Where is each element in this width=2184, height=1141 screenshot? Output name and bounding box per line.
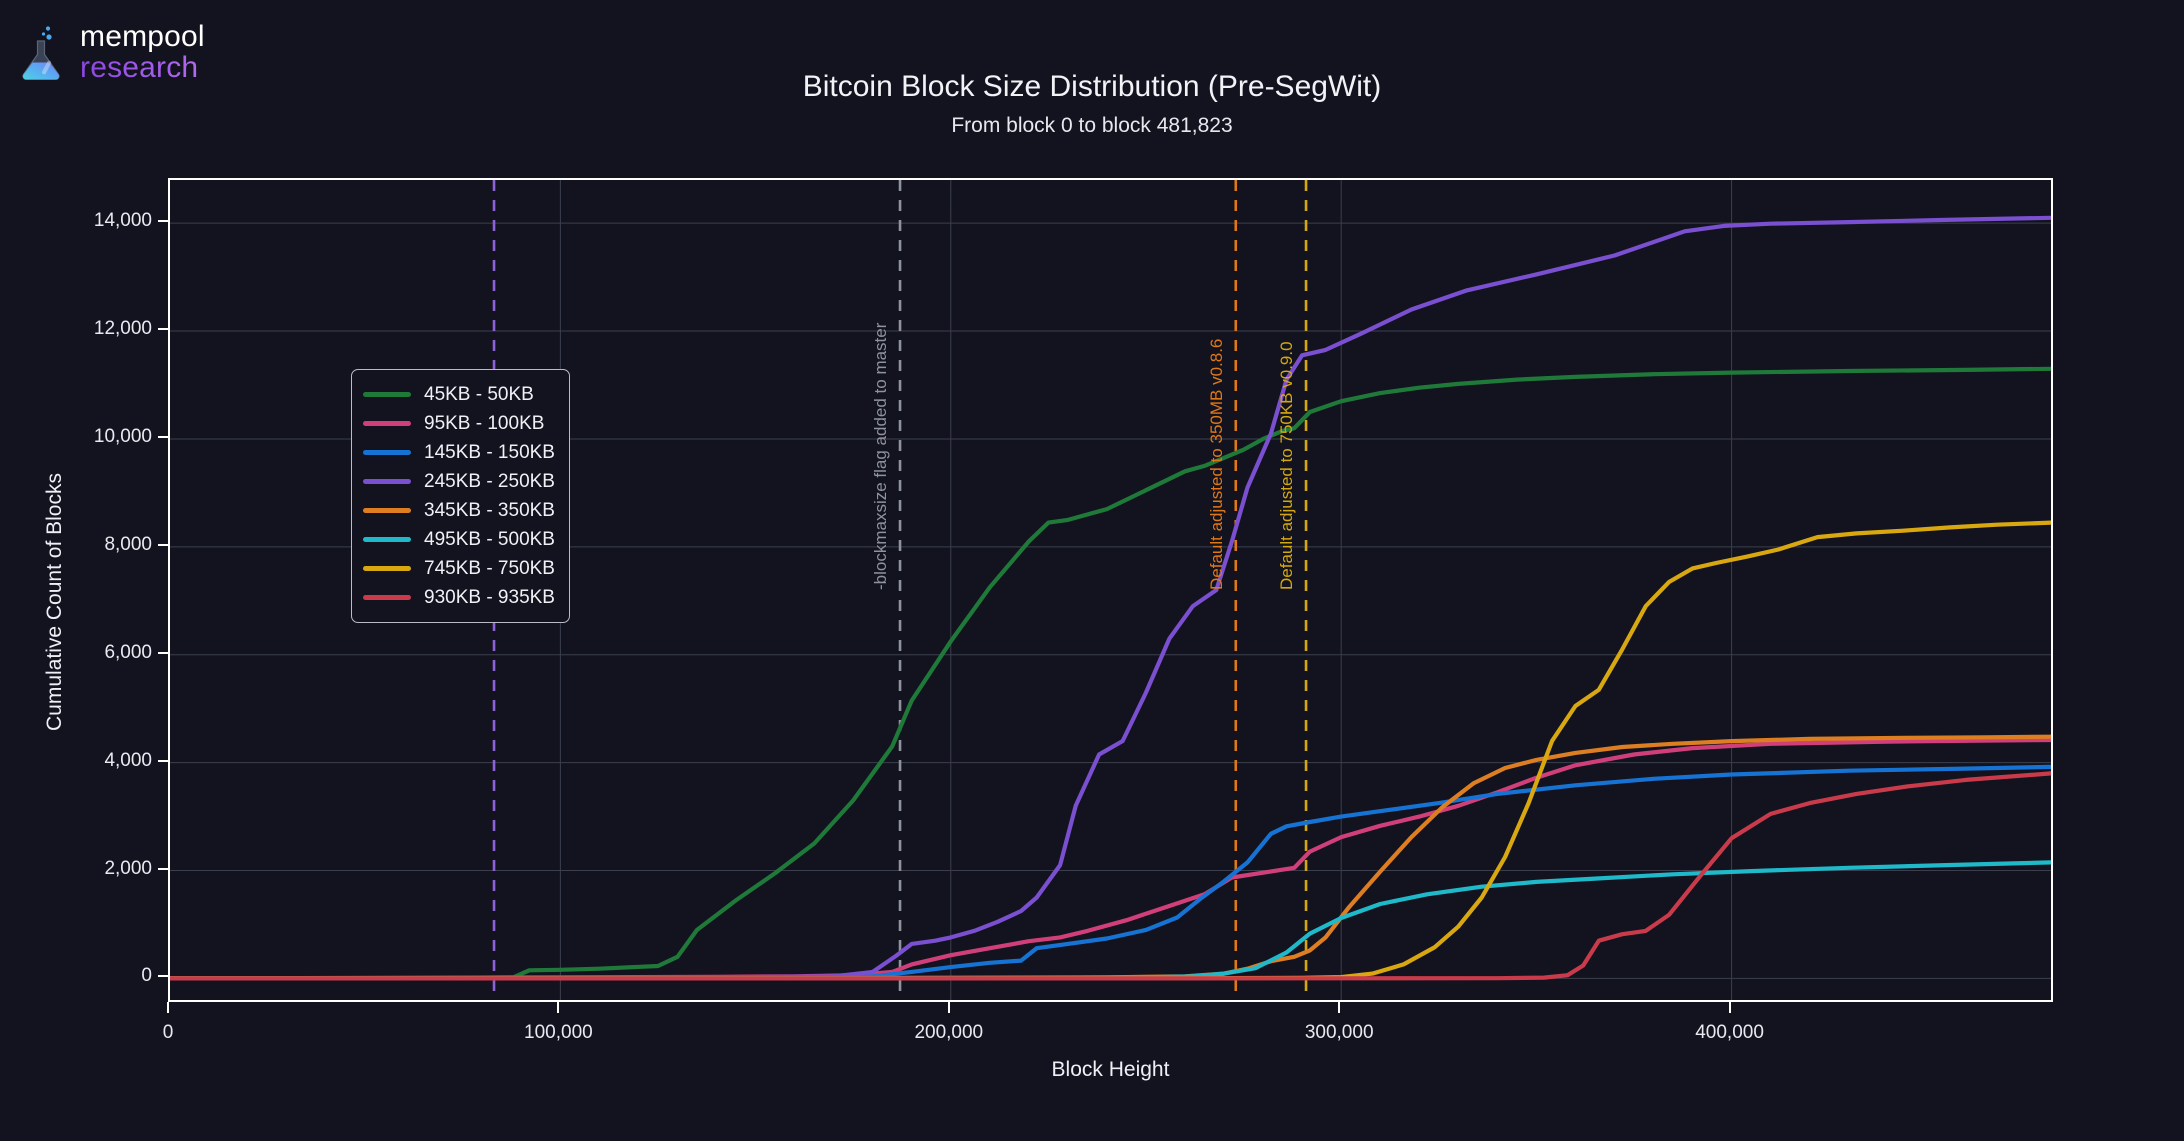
y-axis-tick-mark [158, 975, 168, 978]
brand-name-mempool: mempool [80, 20, 205, 53]
plot-area: Default set to 250KB v0.3.13-blockmaxsiz… [168, 178, 2053, 1002]
series-line [170, 764, 2051, 981]
x-axis-tick-label: 100,000 [524, 1022, 593, 1043]
legend-item[interactable]: 345KB - 350KB [363, 496, 555, 525]
legend-item[interactable]: 495KB - 500KB [363, 525, 555, 554]
flask-icon [22, 25, 60, 80]
legend-item-label: 930KB - 935KB [424, 586, 555, 608]
mempool-research-logo: mempool research [18, 20, 205, 84]
y-axis-tick-label: 14,000 [93, 210, 152, 232]
legend-item[interactable]: 930KB - 935KB [363, 583, 555, 612]
legend-color-swatch [363, 450, 411, 455]
x-axis-tick-mark [947, 1002, 950, 1013]
y-axis-tick-mark [158, 220, 168, 223]
series-line [170, 737, 2051, 981]
x-axis-tick-label: 300,000 [1304, 1022, 1374, 1043]
series-line [170, 366, 2051, 981]
x-axis-label: Block Height [1051, 1058, 1170, 1081]
legend-item-label: 95KB - 100KB [424, 412, 545, 434]
y-axis-tick-mark [158, 543, 168, 546]
legend-color-swatch [363, 537, 411, 542]
series-line [170, 520, 2051, 981]
page-subtitle: From block 0 to block 481,823 [951, 114, 1233, 137]
y-axis-tick-mark [158, 651, 168, 654]
legend-color-swatch [363, 392, 411, 397]
legend-color-swatch [363, 421, 411, 426]
legend-item-label: 245KB - 250KB [424, 470, 555, 492]
brand-wordmark: mempool research [80, 20, 205, 84]
y-axis-tick-mark [158, 759, 168, 762]
x-axis-tick-mark [167, 1002, 169, 1013]
x-axis-tick-label: 0 [162, 1022, 174, 1043]
page-title: Bitcoin Block Size Distribution (Pre-Seg… [802, 70, 1382, 103]
x-axis-tick-mark [1728, 1002, 1731, 1013]
brand-name-research: research [80, 52, 205, 84]
y-axis-tick-label: 2,000 [104, 857, 152, 879]
legend-item[interactable]: 145KB - 150KB [363, 438, 555, 467]
legend-item-label: 345KB - 350KB [424, 499, 555, 521]
y-axis-tick-mark [158, 867, 168, 870]
legend-item-label: 745KB - 750KB [424, 557, 555, 579]
legend-color-swatch [363, 595, 411, 600]
legend-color-swatch [363, 566, 411, 571]
legend-item[interactable]: 45KB - 50KB [363, 380, 555, 409]
y-axis-tick-label: 6,000 [104, 641, 152, 663]
x-axis-tick-label: 200,000 [914, 1022, 984, 1043]
y-axis-tick-label: 12,000 [93, 318, 152, 340]
annotation-lines [492, 180, 1308, 1000]
plot-svg [170, 180, 2051, 1000]
y-axis-label: Cumulative Count of Blocks [43, 473, 66, 731]
series-line [170, 771, 2051, 981]
legend-color-swatch [363, 508, 411, 513]
y-axis-tick-label: 8,000 [104, 533, 152, 555]
legend-item-label: 145KB - 150KB [424, 441, 555, 463]
y-axis-tick-mark [158, 328, 168, 331]
legend-item[interactable]: 745KB - 750KB [363, 554, 555, 583]
x-axis-tick-mark [557, 1002, 560, 1013]
series-lines [170, 215, 2051, 981]
legend-item-label: 495KB - 500KB [424, 528, 555, 550]
y-axis-tick-label: 10,000 [93, 425, 152, 447]
x-axis-tick-label: 400,000 [1695, 1022, 1764, 1043]
y-axis-tick-mark [158, 435, 168, 438]
chart-legend[interactable]: 45KB - 50KB 95KB - 100KB 145KB - 150KB 245K… [351, 369, 570, 623]
x-axis-tick-mark [1338, 1002, 1341, 1013]
series-line [170, 860, 2051, 981]
y-axis-tick-label: 4,000 [104, 749, 152, 771]
legend-item-label: 45KB - 50KB [424, 383, 534, 405]
legend-color-swatch [363, 479, 411, 484]
series-line [170, 215, 2051, 981]
legend-item[interactable]: 245KB - 250KB [363, 467, 555, 496]
legend-item[interactable]: 95KB - 100KB [363, 409, 555, 438]
y-axis-tick-label: 0 [141, 965, 152, 987]
